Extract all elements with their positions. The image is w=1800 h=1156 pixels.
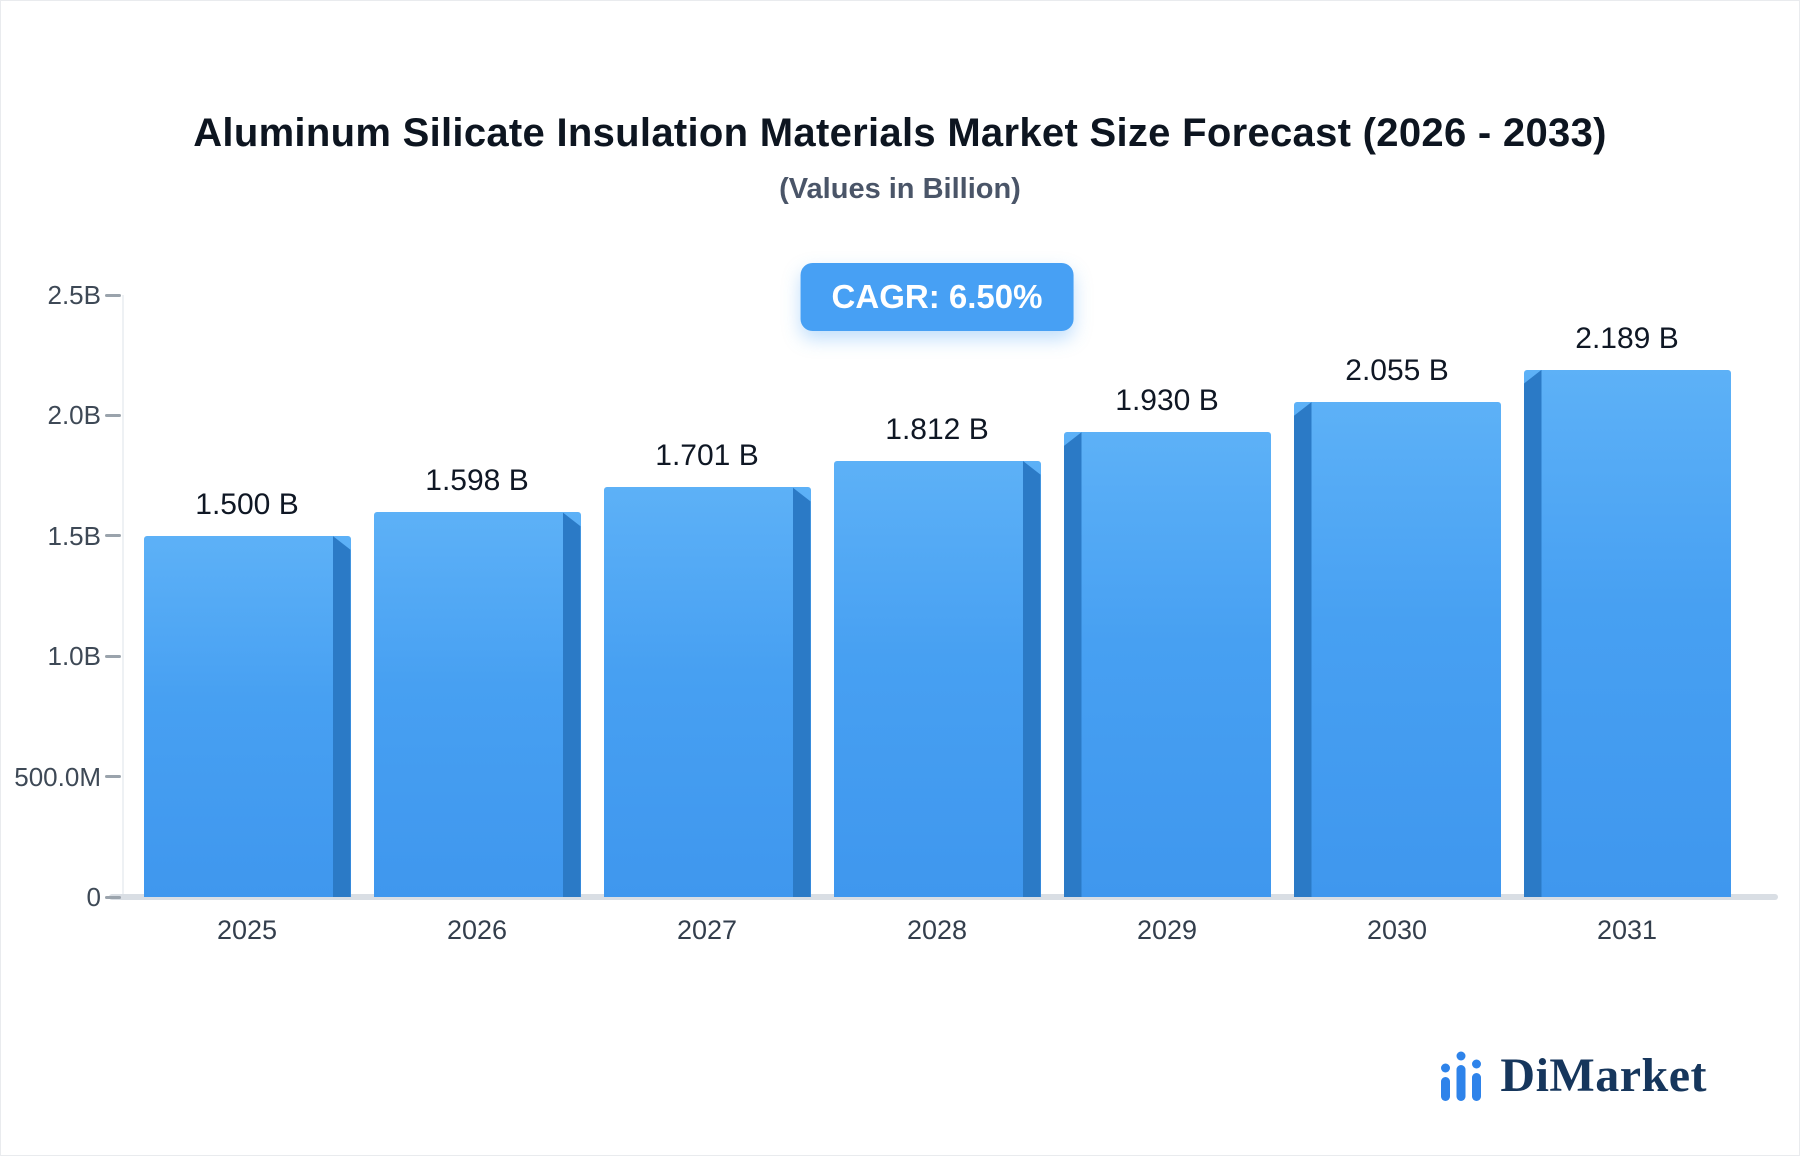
y-tick-label: 0 [86,882,101,912]
bar-value-label: 1.812 B [885,412,989,446]
x-axis-label: 2029 [1136,915,1198,945]
x-axis-label: 2027 [676,915,738,945]
bar-value-label: 1.598 B [425,464,529,498]
y-tick-label: 500.0M [14,761,101,792]
y-tick-label: 2.0B [47,400,102,431]
bar-value-label: 1.930 B [1115,384,1219,418]
bar-value-label: 1.500 B [195,487,299,521]
x-axis-label: 2030 [1366,915,1428,945]
y-axis-line [122,295,124,897]
y-tick-mark [105,534,121,538]
x-axis-label: 2025 [216,915,278,945]
brand-logo: DiMarket [1433,1047,1707,1103]
brand-logo-text: DiMarket [1500,1048,1707,1102]
x-axis-line [109,894,1778,900]
chart-title: Aluminum Silicate Insulation Materials M… [193,111,1607,155]
y-tick-mark [105,895,121,899]
bar-2027[interactable] [603,487,811,897]
bar-side-face [562,512,581,897]
x-axis-label: 2028 [906,915,968,945]
bar-side-face [792,487,811,897]
bar-2029[interactable] [1063,432,1271,897]
bar-value-label: 2.189 B [1575,321,1679,355]
bar-side-face [1022,460,1041,897]
bar-2025[interactable] [143,535,351,897]
y-tick-mark [105,775,121,779]
y-tick-label: 1.5B [47,520,102,551]
bar-side-face [1293,402,1312,897]
bar-side-face [1063,432,1082,897]
bar-value-label: 1.701 B [655,439,759,473]
dimarket-logo-icon [1441,1051,1482,1101]
bar-side-face [332,535,351,897]
cagr-badge: CAGR: 6.50% [800,263,1074,331]
y-tick-mark [105,293,121,297]
y-tick-label: 2.5B [47,280,102,310]
bar-2026[interactable] [373,512,581,897]
x-axis-label: 2031 [1596,915,1658,945]
bar-value-label: 2.055 B [1345,354,1449,388]
bar-2031[interactable] [1523,369,1731,897]
x-axis-label: 2026 [446,915,508,945]
bar-2030[interactable] [1293,402,1501,897]
bar-side-face [1523,369,1542,897]
chart-subtitle: (Values in Billion) [779,173,1021,205]
y-tick-mark [105,413,121,417]
bar-2028[interactable] [833,460,1041,897]
y-tick-mark [105,654,121,658]
y-tick-label: 1.0B [47,641,102,672]
